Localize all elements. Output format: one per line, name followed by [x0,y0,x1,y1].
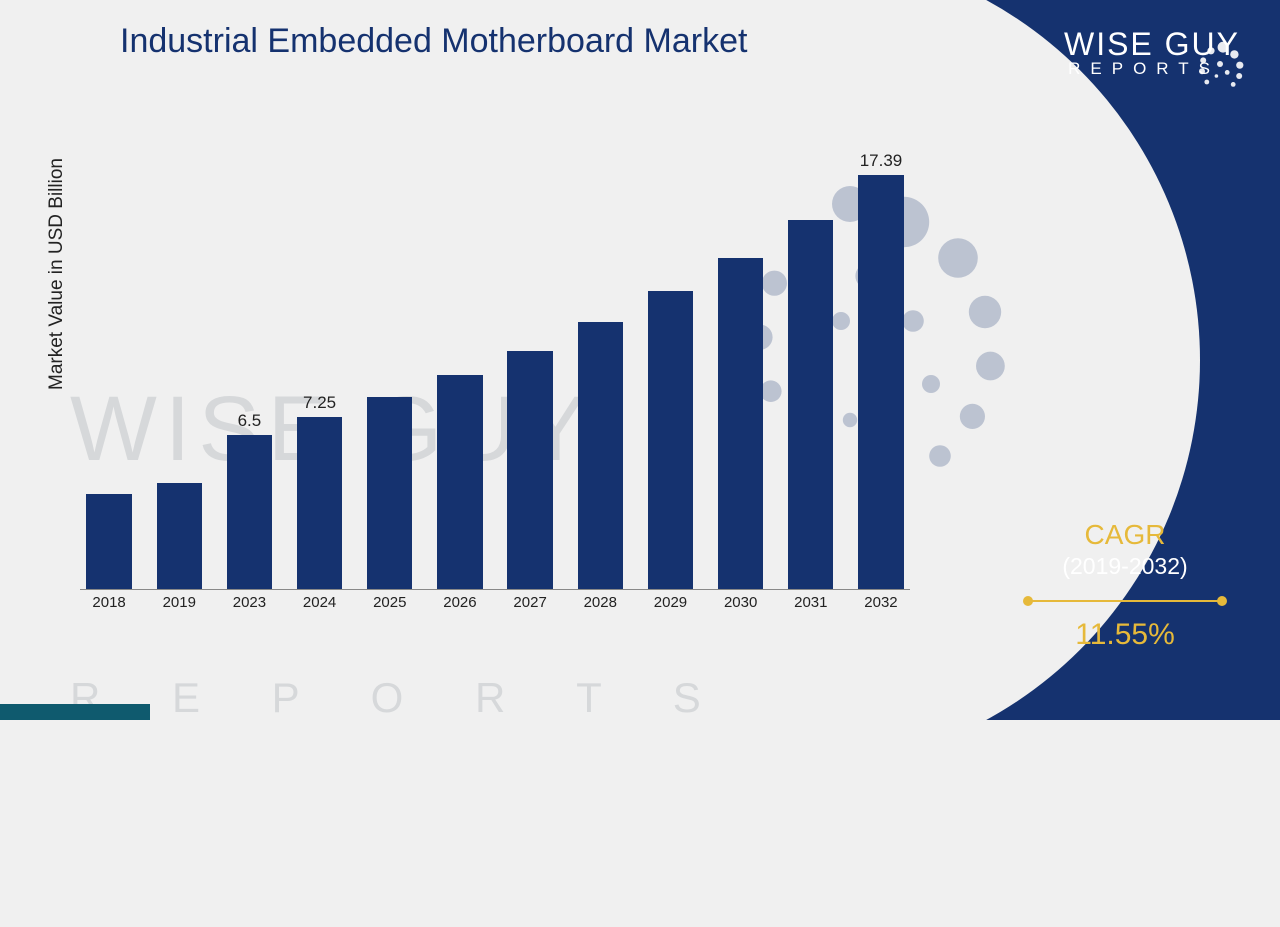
x-tick-label: 2028 [571,594,629,611]
bar [648,291,693,590]
cagr-label: CAGR [1000,519,1250,551]
bar [437,375,482,590]
x-tick-label: 2027 [501,594,559,611]
bar-wrap [501,160,559,590]
x-axis-labels: 2018 2019 2023 2024 2025 2026 2027 2028 2029 2030… [80,594,910,611]
cagr-range: (2019-2032) [1000,553,1250,580]
bar-value-label: 17.39 [860,151,903,171]
x-axis-line [80,589,910,590]
bar-wrap [361,160,419,590]
footer-accent-bar [0,704,150,720]
bar [507,351,552,590]
y-axis-label: Market Value in USD Billion [46,158,68,390]
x-tick-label: 2031 [782,594,840,611]
logo-head-icon [1190,34,1250,94]
bar [157,483,202,591]
bar [297,417,342,590]
x-tick-label: 2032 [852,594,910,611]
bar-chart: 6.5 7.25 17.39 [80,160,910,590]
bar [367,397,412,591]
bar-wrap: 6.5 [220,160,278,590]
chart-title: Industrial Embedded Motherboard Market [120,22,747,61]
bar-value-label: 6.5 [238,411,262,431]
cagr-divider [1028,600,1222,602]
bar-wrap [150,160,208,590]
cagr-value: 11.55% [1000,618,1250,652]
bar-wrap [782,160,840,590]
bar-wrap [641,160,699,590]
x-tick-label: 2025 [361,594,419,611]
x-tick-label: 2024 [291,594,349,611]
x-tick-label: 2018 [80,594,138,611]
x-tick-label: 2029 [641,594,699,611]
bar-wrap [80,160,138,590]
cagr-block: CAGR (2019-2032) 11.55% [1000,519,1250,652]
bar-wrap [571,160,629,590]
bar [788,220,833,590]
bar-wrap [712,160,770,590]
bar [227,435,272,590]
bar-wrap: 7.25 [291,160,349,590]
brand-logo: WISE GUY REPORTS [1064,26,1240,79]
x-tick-label: 2026 [431,594,489,611]
watermark-line2: R E P O R T S [70,679,731,717]
bar [86,494,131,590]
bar [718,258,763,590]
x-tick-label: 2030 [712,594,770,611]
bar [578,322,623,590]
x-tick-label: 2019 [150,594,208,611]
x-tick-label: 2023 [220,594,278,611]
bar-wrap [431,160,489,590]
bar-value-label: 7.25 [303,393,336,413]
bar [858,175,903,590]
bar-wrap: 17.39 [852,160,910,590]
chart-canvas: WISE GUY R E P O R T S Industrial Embedd… [0,0,1280,720]
